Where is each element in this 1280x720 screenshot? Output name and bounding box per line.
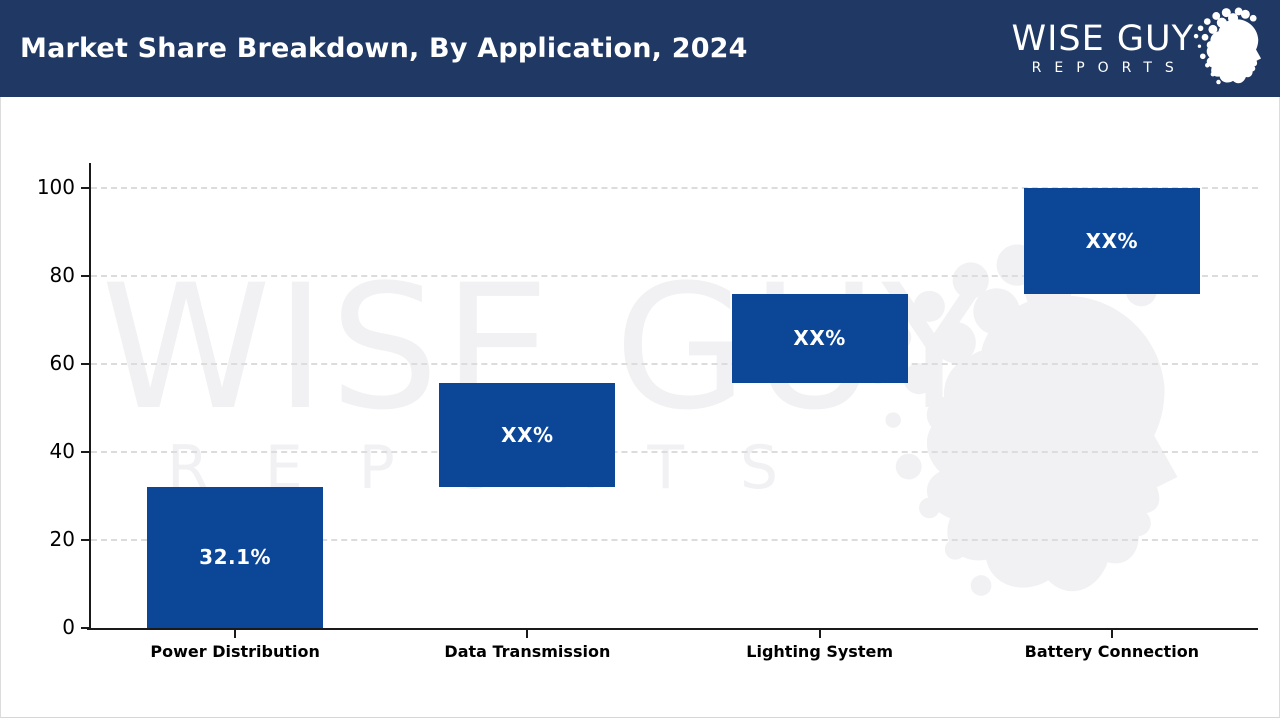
gridline-40 [91,451,1258,453]
logo-wordmark-sub: REPORTS [1031,60,1187,77]
y-axis [89,163,91,630]
page-title: Market Share Breakdown, By Application, … [20,33,748,64]
y-tick-60 [81,363,89,365]
x-tick [234,630,237,638]
bar-value-label: 32.1% [199,545,272,570]
bar-segment: 32.1% [147,486,324,628]
gridline-60 [91,363,1258,365]
bar-segment: XX% [439,382,616,487]
plot: 0 20 40 60 80 100 32.1% Power Distribution XX% Da… [1,97,1279,717]
bar-value-label: XX% [793,326,846,351]
wiseguy-logo: WISE GUY REPORTS [1011,7,1266,91]
x-tick [818,630,821,638]
y-tick-label: 100 [36,175,75,199]
wiseguy-head-icon [1190,7,1266,91]
chart-area: WISE GUY REPORTS 02040608010032.1%Power … [0,97,1280,718]
bar-value-label: XX% [501,422,554,447]
x-tick [526,630,529,638]
x-tick-label: Lighting System [746,642,893,661]
gridline-80 [91,275,1258,277]
y-tick-0 [81,627,89,629]
bar-segment: XX% [731,294,908,383]
y-tick-40 [81,451,89,453]
y-tick-100 [81,187,89,189]
y-tick-label: 80 [49,263,75,287]
x-tick-label: Power Distribution [150,642,320,661]
gridline-100 [91,187,1258,189]
x-tick-label: Battery Connection [1024,642,1200,661]
y-tick-label: 20 [49,527,75,551]
y-tick-20 [81,539,89,541]
gridline-20 [91,539,1258,541]
header: Market Share Breakdown, By Application, … [0,0,1280,97]
logo-wordmark: WISE GUY REPORTS [1011,18,1194,77]
bar-segment: XX% [1023,188,1200,295]
y-tick-label: 40 [49,439,75,463]
y-tick-80 [81,275,89,277]
logo-wordmark-main: WISE GUY [1011,18,1194,59]
x-tick [1110,630,1113,638]
x-axis [87,628,1258,630]
y-tick-label: 0 [62,615,75,639]
y-tick-label: 60 [49,351,75,375]
x-tick-label: Data Transmission [444,642,611,661]
bar-value-label: XX% [1085,229,1139,254]
